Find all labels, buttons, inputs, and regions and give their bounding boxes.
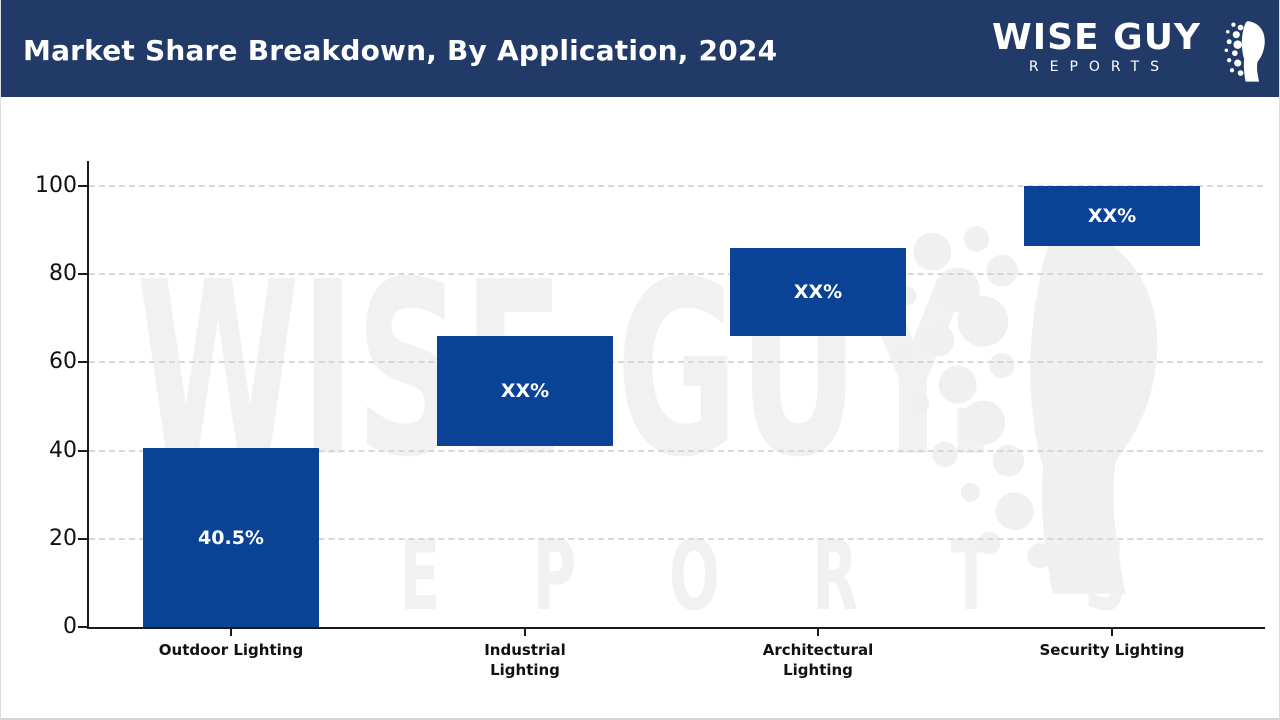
x-category-label-line: Security Lighting: [1039, 641, 1185, 659]
wiseguy-logo: WISE GUY REPORTS: [992, 4, 1271, 94]
gridline-80: [89, 273, 1263, 276]
y-tick-label-60: 60: [49, 349, 77, 375]
x-tick-1: [524, 629, 526, 636]
y-tick-60: [78, 361, 87, 364]
y-axis-line: [87, 161, 89, 629]
y-tick-label-20: 20: [49, 525, 77, 551]
y-tick-80: [78, 273, 87, 276]
x-axis-line: [87, 627, 1265, 629]
x-category-label-line: Architectural: [762, 641, 874, 659]
bar-outdoor-lighting: 40.5%: [143, 448, 319, 627]
gridline-40: [89, 449, 1263, 452]
y-tick-label-40: 40: [49, 437, 77, 463]
bar-industrial-lighting: XX%: [437, 335, 613, 447]
gridline-100: [89, 185, 1263, 187]
x-category-label: Architectural Lighting: [708, 640, 928, 680]
x-category-label: Outdoor Lighting: [121, 640, 341, 660]
y-tick-label-100: 100: [35, 173, 77, 198]
bar-value-label: XX%: [793, 280, 843, 303]
bar-value-label: 40.5%: [198, 526, 264, 549]
x-tick-3: [1111, 629, 1113, 636]
x-category-label: Industrial Lighting: [415, 640, 635, 680]
gridline-20: [89, 537, 1263, 540]
y-tick-100: [78, 185, 87, 187]
logo-wordmark: WISE GUY: [991, 17, 1201, 58]
logo-face-icon: [1224, 21, 1265, 82]
plot-area: 40.5% XX% XX% XX%: [89, 163, 1263, 627]
bar-value-label: XX%: [500, 380, 550, 403]
y-tick-20: [78, 537, 87, 540]
gridline-60: [89, 361, 1263, 364]
x-category-label-line: Lighting: [490, 661, 560, 679]
watermark-face-icon: [892, 226, 1158, 594]
bar-security-lighting: XX%: [1024, 186, 1200, 246]
header-bar: Market Share Breakdown, By Application, …: [1, 0, 1279, 97]
logo-subtitle: REPORTS: [1028, 59, 1171, 75]
logo-text: WISE GUY REPORTS: [991, 17, 1201, 76]
x-category-label-line: Industrial: [484, 641, 566, 659]
x-category-label-line: Outdoor Lighting: [158, 641, 304, 659]
y-tick-40: [78, 449, 87, 452]
x-tick-0: [230, 629, 232, 636]
x-category-label: Security Lighting: [1002, 640, 1222, 660]
y-tick-label-80: 80: [49, 261, 77, 287]
y-tick-0: [78, 626, 87, 628]
x-category-label-line: Lighting: [783, 661, 853, 679]
x-tick-2: [817, 629, 819, 636]
y-tick-label-0: 0: [63, 614, 77, 639]
bar-architectural-lighting: XX%: [730, 247, 906, 336]
page-title: Market Share Breakdown, By Application, …: [23, 34, 778, 67]
bar-value-label: XX%: [1087, 204, 1137, 227]
